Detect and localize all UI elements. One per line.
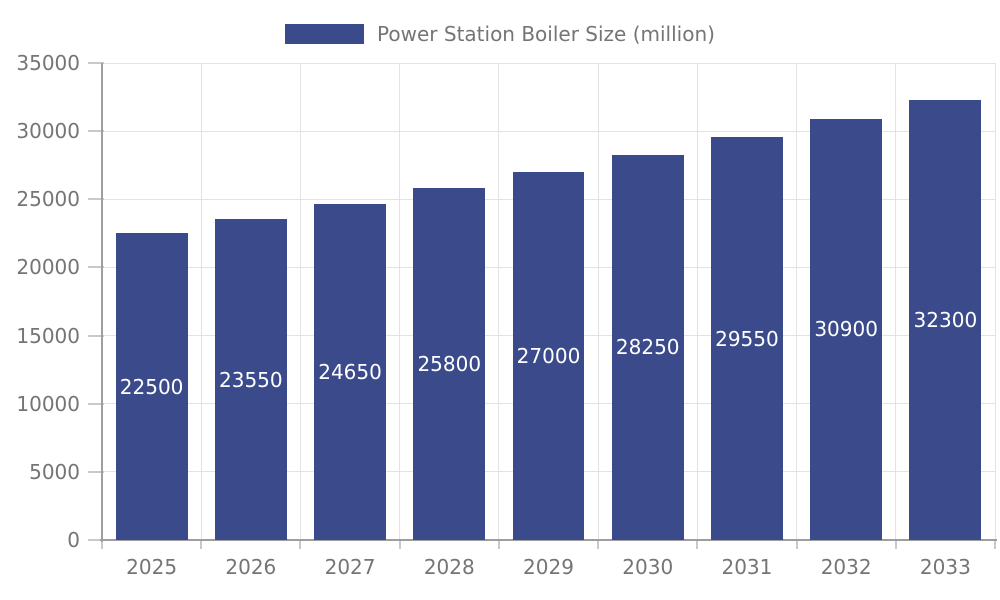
y-tick bbox=[88, 266, 104, 269]
bar-2033[interactable]: 32300 bbox=[909, 99, 982, 540]
bar-value-label: 29550 bbox=[715, 326, 779, 351]
bar-2025[interactable]: 22500 bbox=[115, 233, 188, 540]
x-tick bbox=[101, 541, 103, 549]
h-gridline bbox=[102, 62, 995, 64]
y-tick bbox=[88, 62, 104, 64]
y-tick bbox=[88, 539, 104, 541]
bar-2026[interactable]: 23550 bbox=[214, 219, 287, 540]
legend-label: Power Station Boiler Size (million) bbox=[377, 22, 715, 46]
v-gridline bbox=[597, 63, 599, 540]
x-tick bbox=[200, 541, 203, 549]
legend-swatch bbox=[285, 24, 365, 44]
bar-2027[interactable]: 24650 bbox=[314, 204, 386, 540]
x-tick bbox=[597, 541, 600, 549]
y-axis-tick-label: 5000 bbox=[29, 459, 80, 484]
x-axis-tick-label: 2027 bbox=[324, 555, 376, 579]
bar-value-label: 24650 bbox=[318, 360, 382, 385]
x-tick bbox=[299, 541, 302, 549]
x-tick bbox=[696, 541, 699, 549]
x-axis-tick-label: 2032 bbox=[820, 555, 872, 579]
x-axis-tick-label: 2026 bbox=[225, 555, 277, 579]
v-gridline bbox=[399, 63, 401, 540]
y-tick bbox=[88, 334, 104, 337]
y-axis-tick-label: 35000 bbox=[16, 51, 80, 75]
x-axis-tick-label: 2033 bbox=[919, 555, 971, 579]
x-axis-tick-label: 2030 bbox=[622, 555, 674, 579]
y-axis-tick-label: 30000 bbox=[16, 119, 80, 144]
y-axis-tick-label: 25000 bbox=[16, 187, 80, 212]
legend[interactable]: Power Station Boiler Size (million) bbox=[0, 21, 1000, 47]
h-gridline bbox=[102, 130, 995, 132]
y-axis-line bbox=[101, 63, 103, 542]
bar-value-label: 32300 bbox=[913, 307, 978, 332]
v-gridline bbox=[796, 63, 798, 540]
bar-2032[interactable]: 30900 bbox=[810, 118, 883, 540]
bar-value-label: 28250 bbox=[615, 335, 680, 360]
y-tick bbox=[88, 198, 104, 201]
bar-value-label: 22500 bbox=[119, 374, 184, 399]
v-gridline bbox=[299, 63, 301, 540]
y-tick bbox=[88, 130, 104, 133]
x-axis-tick-label: 2031 bbox=[721, 555, 773, 579]
x-tick bbox=[894, 541, 897, 549]
v-gridline bbox=[994, 63, 996, 540]
x-tick bbox=[398, 541, 401, 549]
x-tick bbox=[497, 541, 500, 549]
y-axis-tick-label: 20000 bbox=[16, 255, 80, 280]
bar-2028[interactable]: 25800 bbox=[413, 188, 486, 540]
bar-value-label: 27000 bbox=[516, 344, 581, 368]
v-gridline bbox=[895, 63, 897, 540]
bar-value-label: 23550 bbox=[219, 367, 283, 392]
x-tick bbox=[795, 541, 798, 549]
v-gridline bbox=[498, 63, 500, 540]
bar-2030[interactable]: 28250 bbox=[611, 154, 684, 540]
bar-2029[interactable]: 27000 bbox=[512, 172, 585, 540]
bar-value-label: 25800 bbox=[417, 352, 482, 377]
y-axis-tick-label: 10000 bbox=[16, 391, 80, 416]
y-axis-tick-label: 0 bbox=[67, 528, 80, 552]
v-gridline bbox=[696, 63, 698, 540]
bar-value-label: 30900 bbox=[814, 317, 878, 342]
bar-2031[interactable]: 29550 bbox=[710, 137, 783, 540]
y-tick bbox=[88, 470, 104, 473]
x-tick bbox=[994, 541, 996, 549]
y-axis-tick-label: 15000 bbox=[16, 323, 80, 348]
x-axis-tick-label: 2028 bbox=[423, 555, 475, 579]
y-tick bbox=[88, 402, 104, 405]
x-axis-tick-label: 2029 bbox=[523, 555, 574, 579]
x-axis-tick-label: 2025 bbox=[126, 555, 178, 579]
x-axis-line bbox=[100, 539, 997, 541]
v-gridline bbox=[200, 63, 202, 540]
